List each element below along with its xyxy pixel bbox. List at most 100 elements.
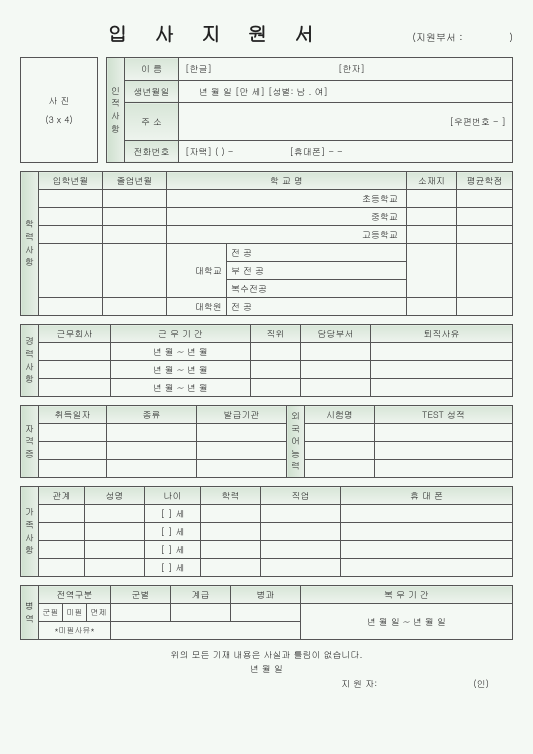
edu-mid[interactable]: 중학교 <box>167 208 407 226</box>
fam-cell[interactable] <box>201 559 261 577</box>
fam-cell[interactable] <box>341 559 513 577</box>
mil-cell[interactable] <box>171 604 231 622</box>
mil-period[interactable]: 년 월 일 ~ 년 월 일 <box>301 604 513 640</box>
career-cell[interactable] <box>371 343 513 361</box>
edu-cell[interactable] <box>39 226 103 244</box>
career-h5: 퇴직사유 <box>371 325 513 343</box>
mil-cell[interactable] <box>231 604 301 622</box>
career-cell[interactable] <box>251 361 301 379</box>
edu-grad-major[interactable]: 전 공 <box>227 298 407 316</box>
mil-opt3[interactable]: 면제 <box>87 604 111 622</box>
edu-cell[interactable] <box>39 190 103 208</box>
cert-cell[interactable] <box>107 424 197 442</box>
edu-elem[interactable]: 초등학교 <box>167 190 407 208</box>
mil-opt1[interactable]: 군필 <box>39 604 63 622</box>
fam-cell[interactable] <box>85 505 145 523</box>
cert-cell[interactable] <box>197 460 287 478</box>
career-cell[interactable] <box>251 379 301 397</box>
career-cell[interactable] <box>371 379 513 397</box>
edu-cell[interactable] <box>457 226 513 244</box>
fam-age[interactable]: [ ] 세 <box>145 541 201 559</box>
fam-cell[interactable] <box>341 523 513 541</box>
career-cell[interactable] <box>301 379 371 397</box>
edu-cell[interactable] <box>103 244 167 298</box>
fam-age[interactable]: [ ] 세 <box>145 505 201 523</box>
fam-cell[interactable] <box>85 541 145 559</box>
career-cell[interactable] <box>251 343 301 361</box>
fam-cell[interactable] <box>39 523 85 541</box>
cert-cell[interactable] <box>197 442 287 460</box>
fam-cell[interactable] <box>261 505 341 523</box>
photo-box[interactable]: 사 진 (3 x 4) <box>20 57 98 163</box>
career-cell[interactable] <box>39 343 111 361</box>
edu-cell[interactable] <box>39 208 103 226</box>
career-cell[interactable] <box>301 343 371 361</box>
fam-cell[interactable] <box>39 541 85 559</box>
cert-cell[interactable] <box>39 460 107 478</box>
fam-age[interactable]: [ ] 세 <box>145 523 201 541</box>
phone-field[interactable]: [자택] ( ) - [휴대폰] - - <box>179 140 513 163</box>
career-cell[interactable] <box>39 379 111 397</box>
lang-cell[interactable] <box>305 460 375 478</box>
career-period[interactable]: 년 월 ~ 년 월 <box>111 379 251 397</box>
cert-cell[interactable] <box>39 442 107 460</box>
edu-cell[interactable] <box>407 190 457 208</box>
career-period[interactable]: 년 월 ~ 년 월 <box>111 343 251 361</box>
edu-cell[interactable] <box>407 208 457 226</box>
lang-cell[interactable] <box>305 442 375 460</box>
fam-cell[interactable] <box>39 559 85 577</box>
edu-h1: 입학년월 <box>39 172 103 190</box>
fam-cell[interactable] <box>341 505 513 523</box>
name-field[interactable]: [한글] [한자] <box>179 58 513 81</box>
edu-cell[interactable] <box>103 298 167 316</box>
lang-cell[interactable] <box>375 424 513 442</box>
fam-cell[interactable] <box>201 523 261 541</box>
fam-cell[interactable] <box>201 541 261 559</box>
fam-age[interactable]: [ ] 세 <box>145 559 201 577</box>
cert-cell[interactable] <box>107 442 197 460</box>
career-period[interactable]: 년 월 ~ 년 월 <box>111 361 251 379</box>
dept-field[interactable]: (지원부서 : ) <box>412 30 513 44</box>
mil-cell[interactable] <box>111 604 171 622</box>
edu-cell[interactable] <box>407 244 457 298</box>
mil-opt2[interactable]: 미필 <box>63 604 87 622</box>
edu-cell[interactable] <box>39 244 103 298</box>
birth-field[interactable]: 년 월 일 [만 세] [성별: 남 . 여] <box>179 80 513 103</box>
cert-cell[interactable] <box>39 424 107 442</box>
edu-cell[interactable] <box>103 190 167 208</box>
addr-field[interactable]: [우편번호 - ] <box>179 103 513 141</box>
fam-cell[interactable] <box>201 505 261 523</box>
edu-cell[interactable] <box>457 190 513 208</box>
fam-cell[interactable] <box>85 559 145 577</box>
fam-cell[interactable] <box>261 559 341 577</box>
mil-exempt-field[interactable] <box>111 622 301 640</box>
edu-major1[interactable]: 전 공 <box>227 244 407 262</box>
lang-cell[interactable] <box>375 442 513 460</box>
lang-cell[interactable] <box>375 460 513 478</box>
fam-cell[interactable] <box>261 523 341 541</box>
edu-cell[interactable] <box>457 208 513 226</box>
edu-cell[interactable] <box>457 298 513 316</box>
career-cell[interactable] <box>301 361 371 379</box>
career-cell[interactable] <box>39 361 111 379</box>
fam-cell[interactable] <box>261 541 341 559</box>
career-cell[interactable] <box>371 361 513 379</box>
date-field[interactable]: 년 월 일 <box>20 662 513 676</box>
edu-cell[interactable] <box>103 226 167 244</box>
lang-section-label: 외국어능력 <box>287 406 305 478</box>
edu-cell[interactable] <box>103 208 167 226</box>
lang-cell[interactable] <box>305 424 375 442</box>
fam-cell[interactable] <box>85 523 145 541</box>
edu-cell[interactable] <box>457 244 513 298</box>
cert-cell[interactable] <box>107 460 197 478</box>
edu-cell[interactable] <box>407 298 457 316</box>
edu-major2[interactable]: 부 전 공 <box>227 262 407 280</box>
edu-cell[interactable] <box>39 298 103 316</box>
edu-major3[interactable]: 복수전공 <box>227 280 407 298</box>
cert-cell[interactable] <box>197 424 287 442</box>
edu-cell[interactable] <box>407 226 457 244</box>
edu-h5: 평균학점 <box>457 172 513 190</box>
fam-cell[interactable] <box>341 541 513 559</box>
edu-high[interactable]: 고등학교 <box>167 226 407 244</box>
fam-cell[interactable] <box>39 505 85 523</box>
